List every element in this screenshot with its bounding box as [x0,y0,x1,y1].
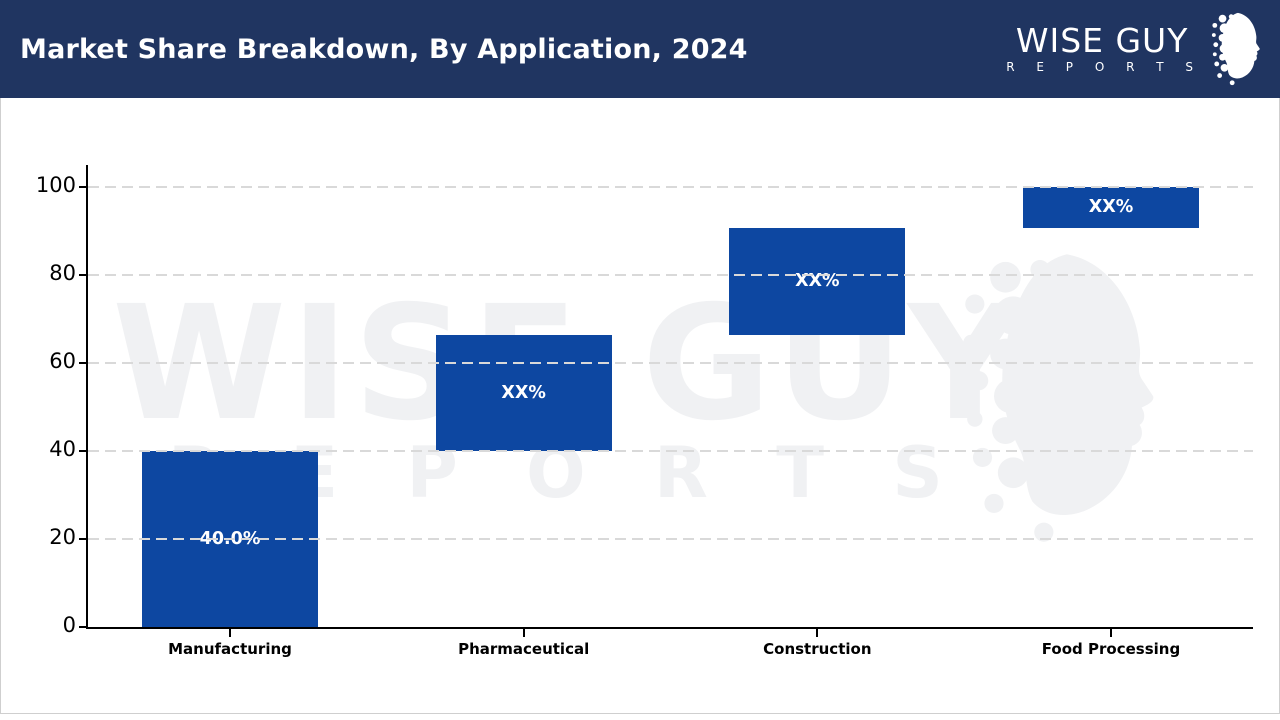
brand-logo-text: WISE GUY R E P O R T S [1002,24,1202,74]
x-tick-label-manufacturing: Manufacturing [168,640,292,658]
brand-subname: R E P O R T S [1006,59,1202,74]
bar-value-label-pharmaceutical: XX% [501,382,546,403]
bar-pharmaceutical: XX% [435,334,612,451]
x-tick-label-food-processing: Food Processing [1041,640,1181,658]
gridline-40 [88,450,1253,452]
brand-logo: WISE GUY R E P O R T S [1002,8,1266,90]
y-tick-label-80: 80 [49,261,76,285]
y-tick-mark-40 [79,450,88,452]
y-tick-label-40: 40 [49,437,76,461]
x-tick-mark-construction [816,629,819,637]
chart-title: Market Share Breakdown, By Application, … [20,33,748,65]
brand-name: WISE GUY [1015,21,1189,61]
bar-value-label-construction: XX% [795,271,840,292]
header-bar: Market Share Breakdown, By Application, … [0,0,1280,98]
y-tick-mark-0 [79,626,88,628]
bar-value-label-food-processing: XX% [1088,197,1134,218]
y-tick-mark-20 [79,538,88,540]
x-tick-label-pharmaceutical: Pharmaceutical [458,640,590,658]
y-tick-label-0: 0 [62,613,76,637]
gridline-100 [88,186,1253,188]
face-profile-dots-icon [1208,8,1266,90]
y-tick-mark-80 [79,274,88,276]
y-axis-line [86,165,88,629]
gridline-80 [88,274,1253,276]
bar-food-processing: XX% [1023,187,1199,228]
x-axis-line [86,627,1253,629]
x-tick-label-construction: Construction [763,640,872,658]
x-tick-mark-pharmaceutical [522,629,525,637]
y-tick-label-100: 100 [35,173,76,197]
y-tick-label-60: 60 [49,349,76,373]
y-tick-mark-60 [79,362,88,364]
x-tick-mark-food-processing [1110,629,1112,637]
face-profile-dots-watermark [948,228,1178,572]
bar-construction: XX% [729,227,906,335]
gridline-60 [88,362,1253,364]
y-tick-label-20: 20 [49,525,76,549]
gridline-20 [88,538,1253,540]
x-tick-mark-manufacturing [229,629,231,637]
y-tick-mark-100 [79,186,88,188]
